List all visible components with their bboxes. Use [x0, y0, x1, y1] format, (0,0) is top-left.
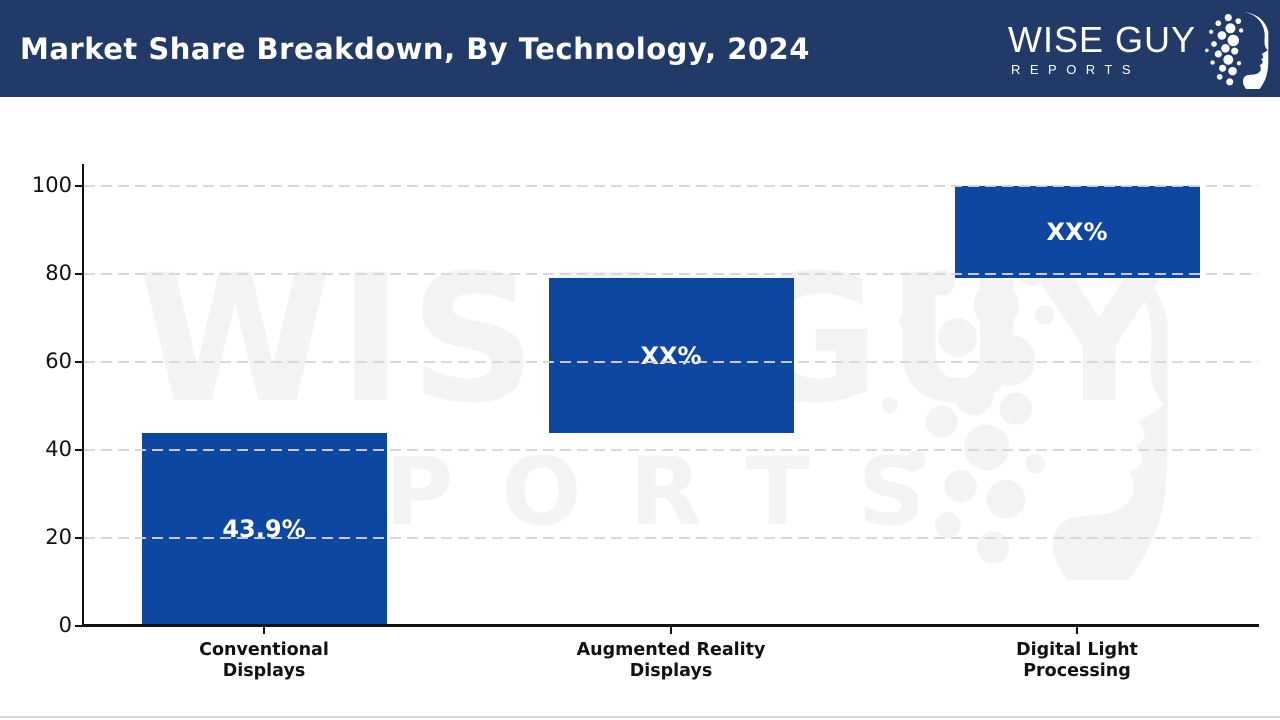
logo-wordmark: WISE GUY	[1007, 18, 1196, 60]
y-tick-label: 80	[45, 261, 72, 285]
y-tick-label: 20	[45, 525, 72, 549]
y-axis-line	[82, 164, 84, 627]
x-category-label-augmented-reality-displays: Augmented Reality Displays	[576, 640, 766, 681]
logo-subtitle: REPORTS	[1010, 61, 1141, 77]
footer-divider	[0, 716, 1280, 718]
x-tick-mark	[263, 627, 265, 634]
gridline	[84, 361, 1258, 363]
bar-conventional-displays: 43.9%	[141, 432, 387, 626]
chart-title: Market Share Breakdown, By Technology, 2…	[20, 31, 810, 66]
y-tick-mark	[75, 537, 83, 539]
bar-value-label: 43.9%	[222, 515, 306, 544]
dotted-face-icon	[1205, 11, 1269, 89]
x-tick-mark	[1076, 627, 1078, 634]
x-category-label-conventional-displays: Conventional Displays	[199, 640, 329, 681]
bar-value-label: XX%	[1046, 218, 1108, 247]
y-tick-label: 0	[58, 613, 72, 637]
gridline	[84, 273, 1258, 275]
bar-augmented-reality-displays: XX%	[548, 278, 794, 433]
bar-value-label: XX%	[640, 341, 702, 370]
y-tick-mark	[75, 625, 83, 627]
x-tick-mark	[670, 627, 672, 634]
y-tick-label: 60	[45, 349, 72, 373]
y-tick-mark	[75, 185, 83, 187]
x-category-label-digital-light-processing: Digital Light Processing	[1016, 640, 1138, 681]
header-band: Market Share Breakdown, By Technology, 2…	[0, 0, 1280, 97]
y-tick-label: 100	[31, 173, 72, 197]
y-tick-mark	[75, 361, 83, 363]
x-axis-line	[82, 624, 1259, 627]
gridline	[84, 449, 1258, 451]
gridline	[84, 185, 1258, 187]
gridline	[84, 537, 1258, 539]
logo-text: WISE GUY REPORTS	[1007, 18, 1196, 77]
y-tick-mark	[75, 449, 83, 451]
y-tick-mark	[75, 273, 83, 275]
y-tick-label: 40	[45, 437, 72, 461]
bar-digital-light-processing: XX%	[954, 186, 1200, 279]
wise-guy-reports-logo: WISE GUY REPORTS	[1008, 8, 1270, 90]
